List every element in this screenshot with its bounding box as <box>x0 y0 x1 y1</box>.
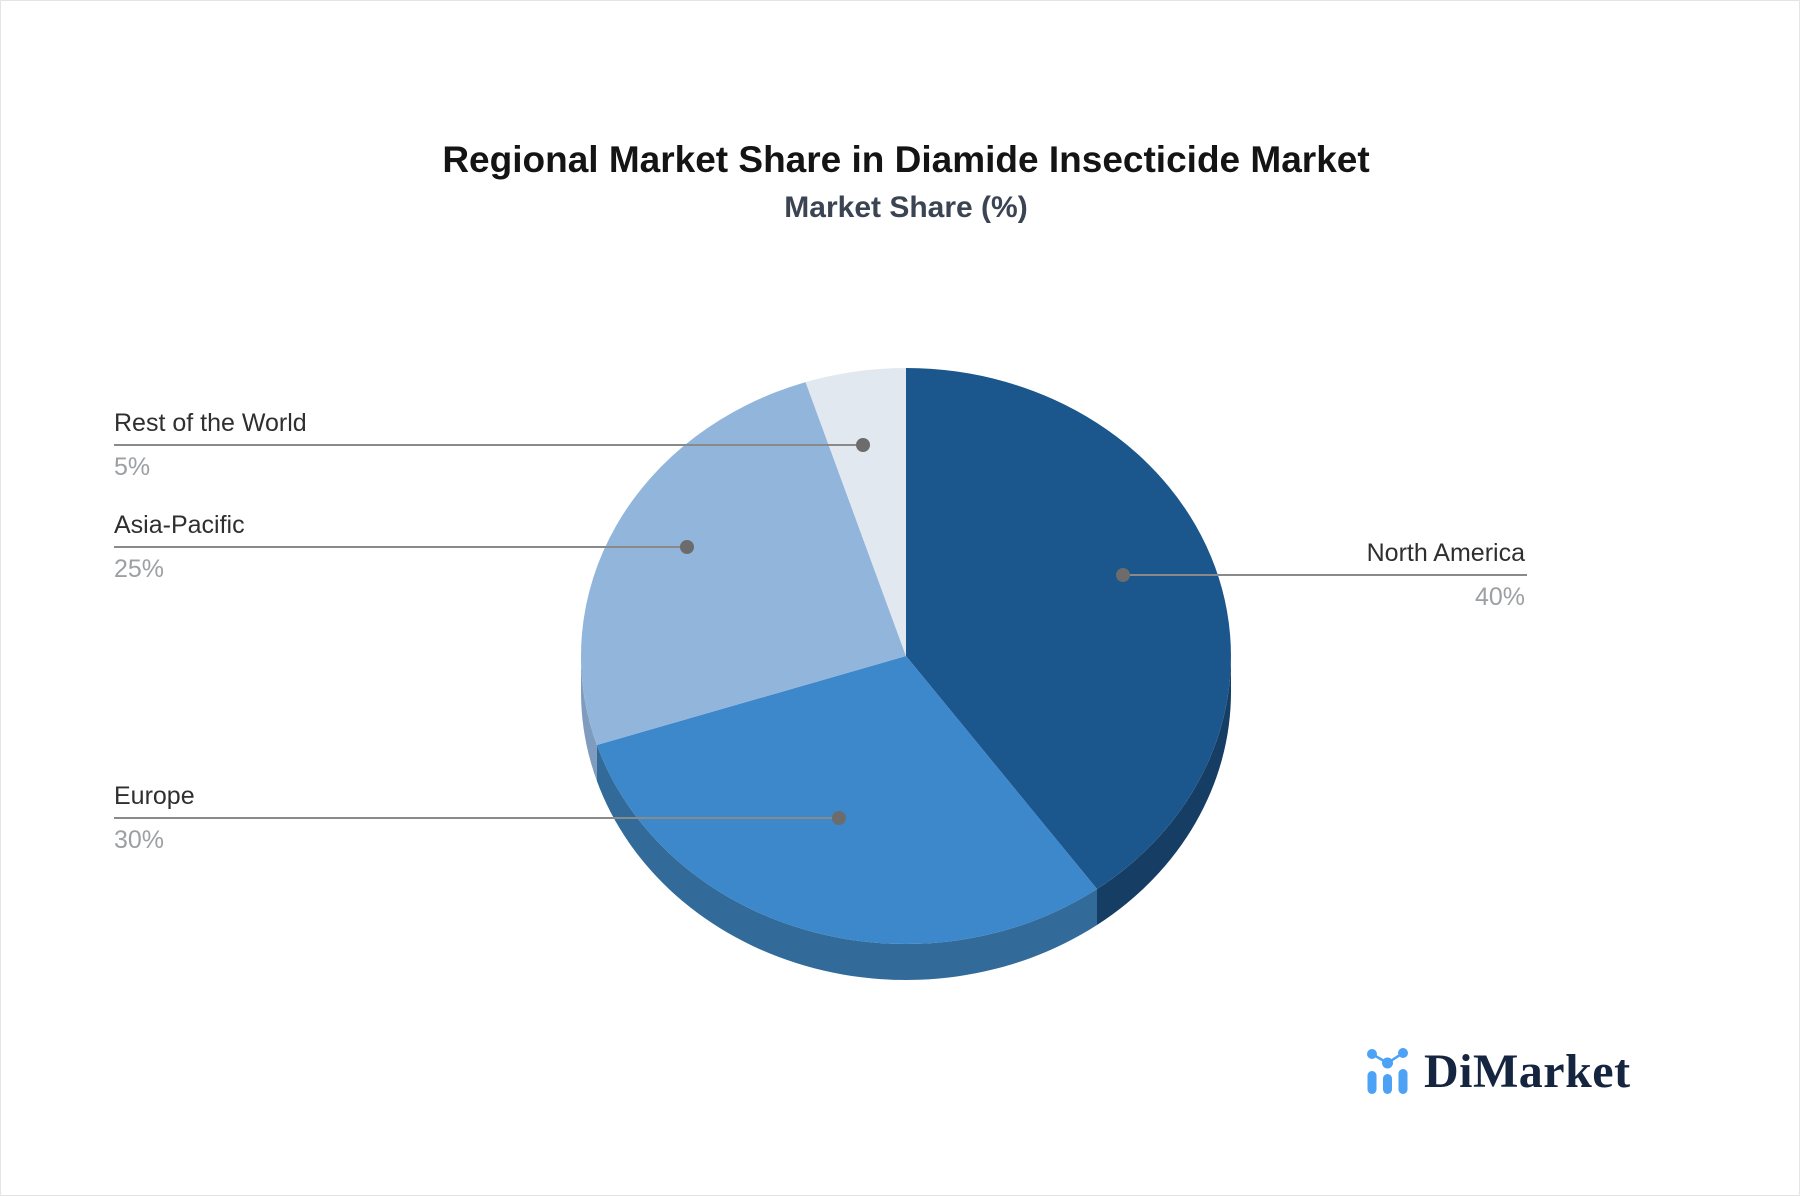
pie-slice-rest-of-world[interactable] <box>805 368 906 656</box>
chart-subtitle: Market Share (%) <box>784 191 1028 224</box>
pie-side-asia-pacific <box>581 656 597 781</box>
pct-rest-of-world: 5% <box>114 453 151 481</box>
pct-asia-pacific: 25% <box>114 555 165 583</box>
pie-side-north-america <box>1097 656 1231 925</box>
pie-slice-europe[interactable] <box>596 656 1097 944</box>
pie-slice-north-america[interactable] <box>906 368 1231 889</box>
brand-name: DiMarket <box>1424 1045 1631 1098</box>
pie-side-europe <box>596 745 1097 980</box>
label-europe: Europe <box>114 782 195 810</box>
chart-title: Regional Market Share in Diamide Insecti… <box>442 139 1370 180</box>
brand-chart-icon <box>1367 1048 1408 1094</box>
leader-lines <box>114 444 1527 819</box>
leader-dot-rest-of-world <box>856 438 870 452</box>
leader-dots <box>680 438 1130 825</box>
label-north-america: North America <box>1366 539 1525 567</box>
pct-north-america: 40% <box>1474 583 1525 611</box>
leader-dot-europe <box>832 811 846 825</box>
label-asia-pacific: Asia-Pacific <box>114 511 245 539</box>
brand-logo: DiMarket <box>1365 1043 1631 1097</box>
leader-dot-asia-pacific <box>680 540 694 554</box>
pie-slice-asia-pacific[interactable] <box>580 382 906 745</box>
leader-dot-north-america <box>1116 568 1130 582</box>
label-rest-of-world: Rest of the World <box>114 409 307 437</box>
pct-europe: 30% <box>114 826 165 854</box>
